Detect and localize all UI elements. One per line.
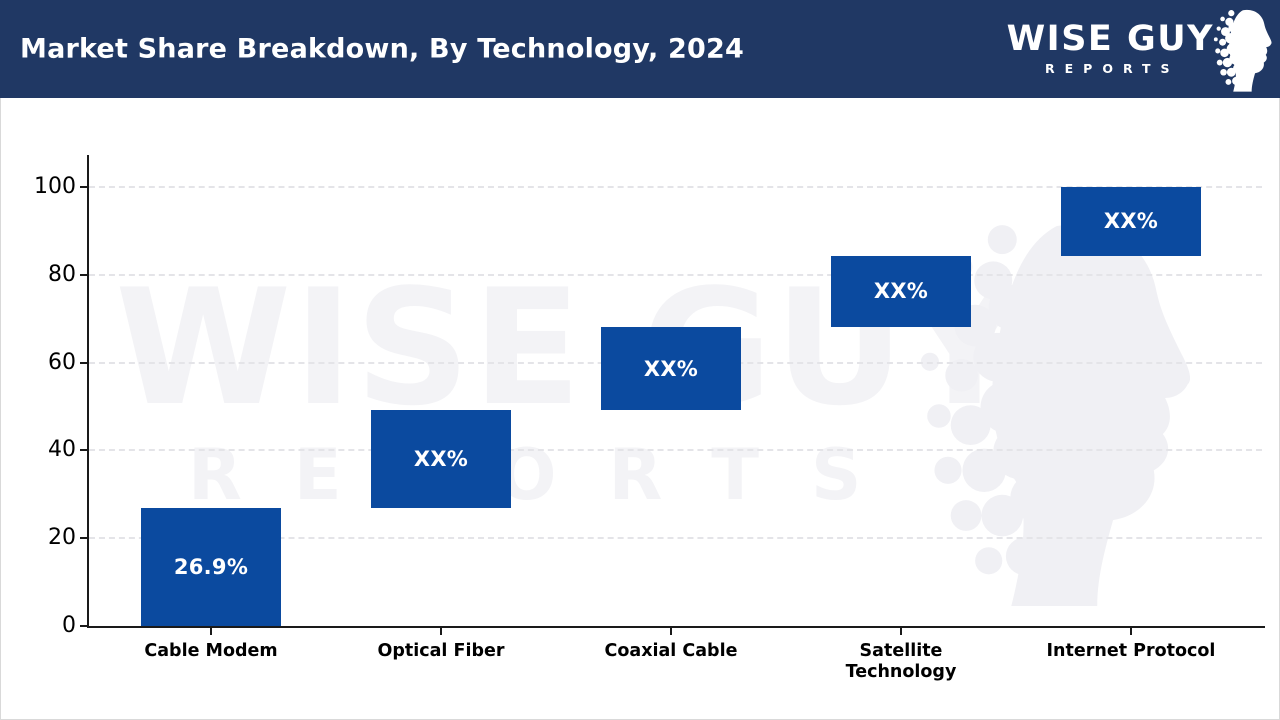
bar-value-label: 26.9%: [173, 554, 249, 579]
logo-wordmark: WISE GUY: [1006, 19, 1214, 59]
page-title: Market Share Breakdown, By Technology, 2…: [20, 33, 745, 65]
bar-satellite-technology: XX%: [831, 255, 971, 328]
x-tick-label: Satellite Technology: [845, 641, 957, 682]
gridline-100: [89, 186, 1262, 188]
bar-optical-fiber: XX%: [371, 410, 511, 508]
x-tick-label: Internet Protocol: [1046, 641, 1216, 661]
header-band: Market Share Breakdown, By Technology, 2…: [0, 0, 1280, 98]
y-tick-mark: [80, 361, 87, 364]
y-tick-label: 60: [48, 349, 76, 375]
y-tick-mark: [80, 625, 87, 627]
bar-internet-protocol: XX%: [1061, 187, 1201, 256]
gridline-40: [89, 449, 1262, 452]
bar-cable-modem: 26.9%: [141, 507, 281, 626]
x-tick-mark: [440, 628, 442, 635]
y-tick-label: 40: [48, 437, 76, 463]
bar-coaxial-cable: XX%: [601, 327, 741, 410]
bar-value-label: XX%: [873, 279, 929, 304]
x-tick-mark: [900, 628, 902, 635]
y-tick-mark: [80, 449, 87, 452]
gridline-20: [89, 537, 1262, 540]
x-tick-mark: [1130, 628, 1132, 635]
x-tick-mark: [210, 628, 212, 635]
x-tick-label: Optical Fiber: [377, 641, 505, 661]
y-tick-mark: [80, 273, 87, 276]
y-tick-mark: [80, 537, 87, 540]
gridline-80: [89, 273, 1262, 276]
y-tick-label: 80: [48, 261, 76, 287]
y-tick-label: 20: [48, 525, 76, 551]
logo-subtitle: REPORTS: [1045, 61, 1180, 76]
y-tick-label: 100: [34, 174, 76, 199]
x-tick-label: Cable Modem: [144, 641, 278, 661]
y-axis-line: [87, 155, 89, 628]
y-tick-mark: [80, 186, 87, 188]
bar-value-label: XX%: [1103, 209, 1159, 234]
y-tick-label: 0: [62, 613, 76, 638]
bar-value-label: XX%: [413, 446, 469, 471]
watermark-subtitle: REPORTS: [188, 434, 914, 516]
bar-value-label: XX%: [643, 356, 699, 381]
wiseguy-logo: WISE GUY REPORTS: [1007, 6, 1272, 92]
x-tick-label: Coaxial Cable: [604, 641, 738, 661]
x-axis-line: [87, 626, 1265, 628]
logo-text: WISE GUY REPORTS: [1006, 19, 1214, 77]
x-tick-mark: [670, 628, 672, 635]
